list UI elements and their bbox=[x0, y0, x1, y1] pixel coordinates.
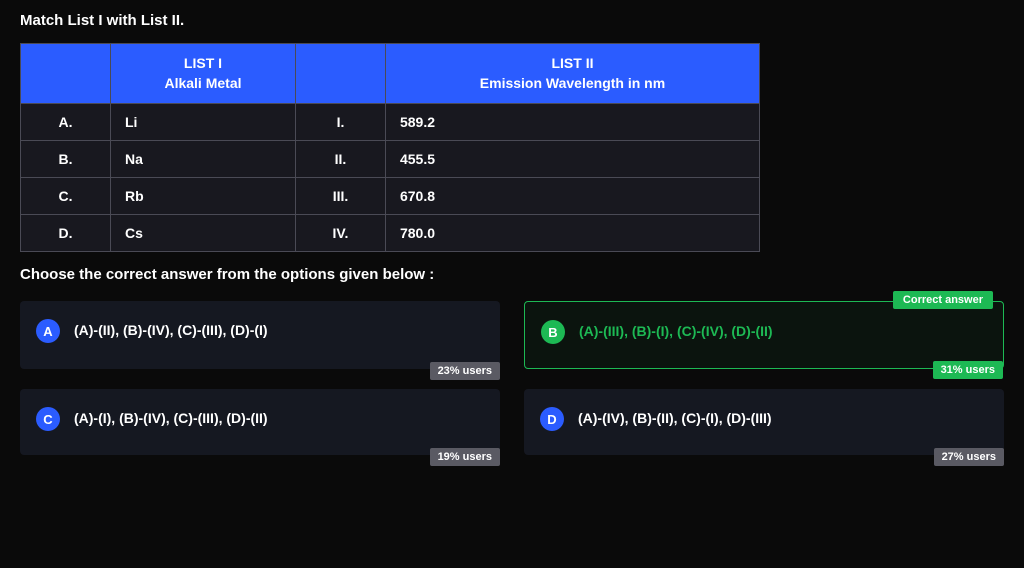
match-table: LIST I Alkali Metal LIST II Emission Wav… bbox=[20, 43, 760, 252]
list1-header-line1: LIST I bbox=[184, 55, 222, 71]
list1-header-line2: Alkali Metal bbox=[164, 75, 241, 91]
users-badge: 23% users bbox=[430, 362, 500, 380]
list2-key-header bbox=[295, 44, 385, 104]
list2-header: LIST II Emission Wavelength in nm bbox=[385, 44, 759, 104]
list2-header-line2: Emission Wavelength in nm bbox=[480, 75, 665, 91]
row-key1: A. bbox=[21, 104, 111, 141]
option-letter-circle: C bbox=[36, 407, 60, 431]
option-letter-circle: B bbox=[541, 320, 565, 344]
sub-instruction: Choose the correct answer from the optio… bbox=[20, 266, 1004, 283]
question-title: Match List I with List II. bbox=[20, 12, 1004, 29]
row-key2: II. bbox=[295, 141, 385, 178]
row-val1: Na bbox=[111, 141, 296, 178]
option-text: (A)-(I), (B)-(IV), (C)-(III), (D)-(II) bbox=[74, 407, 268, 426]
option-text: (A)-(II), (B)-(IV), (C)-(III), (D)-(I) bbox=[74, 319, 268, 338]
users-badge: 31% users bbox=[933, 361, 1003, 379]
row-val1: Cs bbox=[111, 215, 296, 252]
row-key1: C. bbox=[21, 178, 111, 215]
row-val2: 455.5 bbox=[385, 141, 759, 178]
option-text: (A)-(III), (B)-(I), (C)-(IV), (D)-(II) bbox=[579, 320, 773, 339]
row-val1: Li bbox=[111, 104, 296, 141]
option-a[interactable]: A (A)-(II), (B)-(IV), (C)-(III), (D)-(I)… bbox=[20, 301, 500, 369]
row-key1: B. bbox=[21, 141, 111, 178]
option-b[interactable]: Correct answer B (A)-(III), (B)-(I), (C)… bbox=[524, 301, 1004, 369]
option-d[interactable]: D (A)-(IV), (B)-(II), (C)-(I), (D)-(III)… bbox=[524, 389, 1004, 455]
row-key1: D. bbox=[21, 215, 111, 252]
row-val2: 780.0 bbox=[385, 215, 759, 252]
row-val1: Rb bbox=[111, 178, 296, 215]
option-letter-circle: A bbox=[36, 319, 60, 343]
option-c[interactable]: C (A)-(I), (B)-(IV), (C)-(III), (D)-(II)… bbox=[20, 389, 500, 455]
option-letter-circle: D bbox=[540, 407, 564, 431]
list2-header-line1: LIST II bbox=[551, 55, 593, 71]
correct-answer-tag: Correct answer bbox=[893, 291, 993, 309]
options-grid: A (A)-(II), (B)-(IV), (C)-(III), (D)-(I)… bbox=[20, 301, 1004, 455]
table-row: D. Cs IV. 780.0 bbox=[21, 215, 760, 252]
row-val2: 670.8 bbox=[385, 178, 759, 215]
users-badge: 19% users bbox=[430, 448, 500, 466]
list1-header: LIST I Alkali Metal bbox=[111, 44, 296, 104]
table-row: C. Rb III. 670.8 bbox=[21, 178, 760, 215]
row-key2: III. bbox=[295, 178, 385, 215]
option-text: (A)-(IV), (B)-(II), (C)-(I), (D)-(III) bbox=[578, 407, 772, 426]
row-key2: IV. bbox=[295, 215, 385, 252]
list1-key-header bbox=[21, 44, 111, 104]
table-row: A. Li I. 589.2 bbox=[21, 104, 760, 141]
users-badge: 27% users bbox=[934, 448, 1004, 466]
row-val2: 589.2 bbox=[385, 104, 759, 141]
table-row: B. Na II. 455.5 bbox=[21, 141, 760, 178]
row-key2: I. bbox=[295, 104, 385, 141]
